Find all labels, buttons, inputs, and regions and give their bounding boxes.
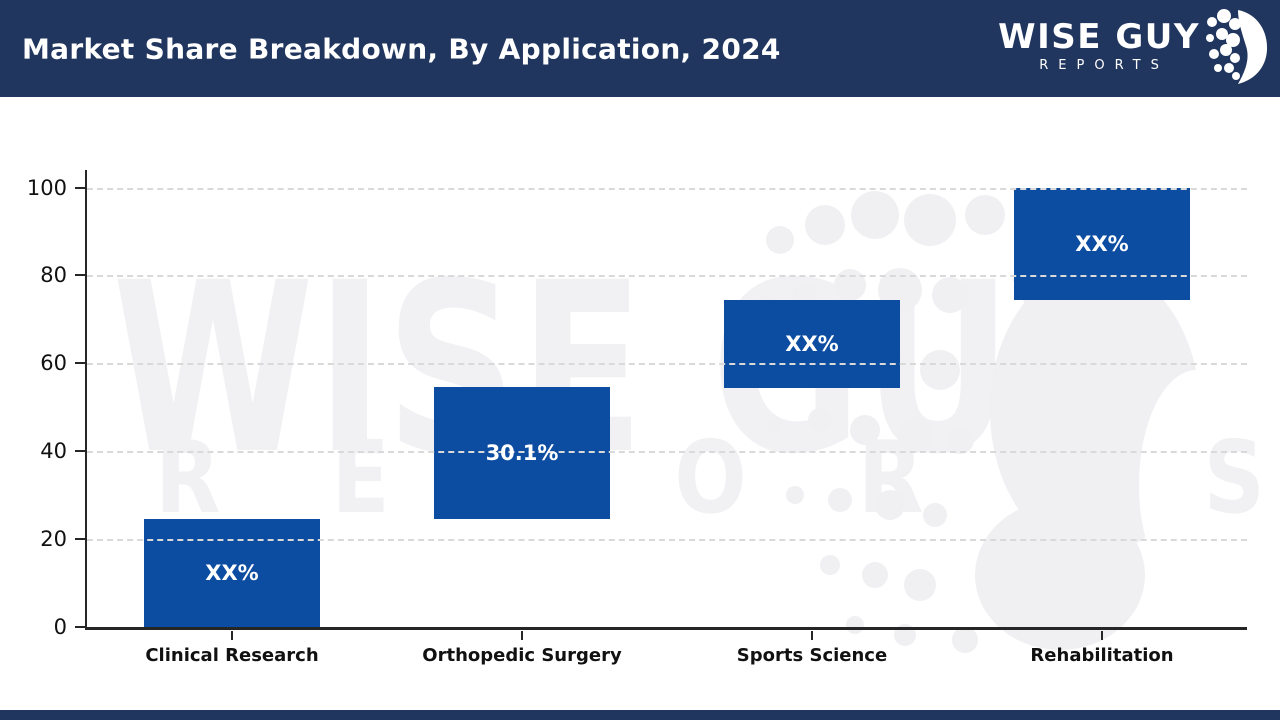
logo-subtext: REPORTS — [1039, 57, 1169, 73]
bar-clinical-research: XX% — [144, 519, 320, 627]
x-tick-mark — [811, 631, 813, 640]
y-tick-mark — [75, 186, 85, 189]
x-category-label: Rehabilitation — [1030, 645, 1174, 666]
y-tick-label: 40 — [40, 439, 67, 464]
y-tick-label: 60 — [40, 351, 67, 376]
y-tick-mark — [75, 274, 85, 277]
y-tick-label: 20 — [40, 527, 67, 552]
y-tick-label: 100 — [26, 175, 67, 200]
bar-value-label: XX% — [205, 561, 259, 586]
x-tick-mark — [231, 631, 233, 640]
plot-area: 0 20 40 60 80 100 XX% Clinical Research 30.1% Ort… — [27, 170, 1247, 666]
gridline — [87, 539, 1247, 542]
gridline — [87, 451, 1247, 454]
x-category-label: Orthopedic Surgery — [422, 645, 622, 666]
bar-orthopedic-surgery: 30.1% — [434, 387, 610, 520]
gridline — [87, 187, 1247, 190]
y-tick-mark — [75, 362, 85, 365]
watermark-text-wiseguy: WISE GUY — [112, 233, 1148, 506]
chart-title: Market Share Breakdown, By Application, … — [22, 32, 781, 65]
gridline — [87, 363, 1247, 366]
wiseguy-logo: WISE GUY REPORTS — [998, 6, 1270, 86]
y-tick-mark — [75, 538, 85, 541]
watermark-dots-head-icon — [749, 191, 1205, 653]
bar-rehabilitation: XX% — [1014, 187, 1190, 300]
bar-sports-science: XX% — [724, 299, 900, 388]
x-tick-mark — [1101, 631, 1103, 640]
y-tick-label: 80 — [40, 263, 67, 288]
gridline — [87, 275, 1247, 278]
logo-wordmark: WISE GUY — [998, 17, 1200, 58]
logo-head-icon — [1206, 9, 1268, 84]
bar-value-label: 30.1% — [485, 441, 559, 466]
x-category-label: Sports Science — [736, 645, 888, 666]
y-tick-label: 0 — [53, 615, 67, 639]
bar-value-label: XX% — [1075, 231, 1129, 256]
y-tick-mark — [75, 626, 85, 628]
footer-band — [0, 710, 1280, 720]
x-tick-mark — [521, 631, 523, 640]
y-tick-mark — [75, 450, 85, 453]
bar-value-label: XX% — [785, 331, 839, 356]
header-band: Market Share Breakdown, By Application, … — [0, 0, 1280, 97]
x-category-label: Clinical Research — [145, 645, 319, 666]
